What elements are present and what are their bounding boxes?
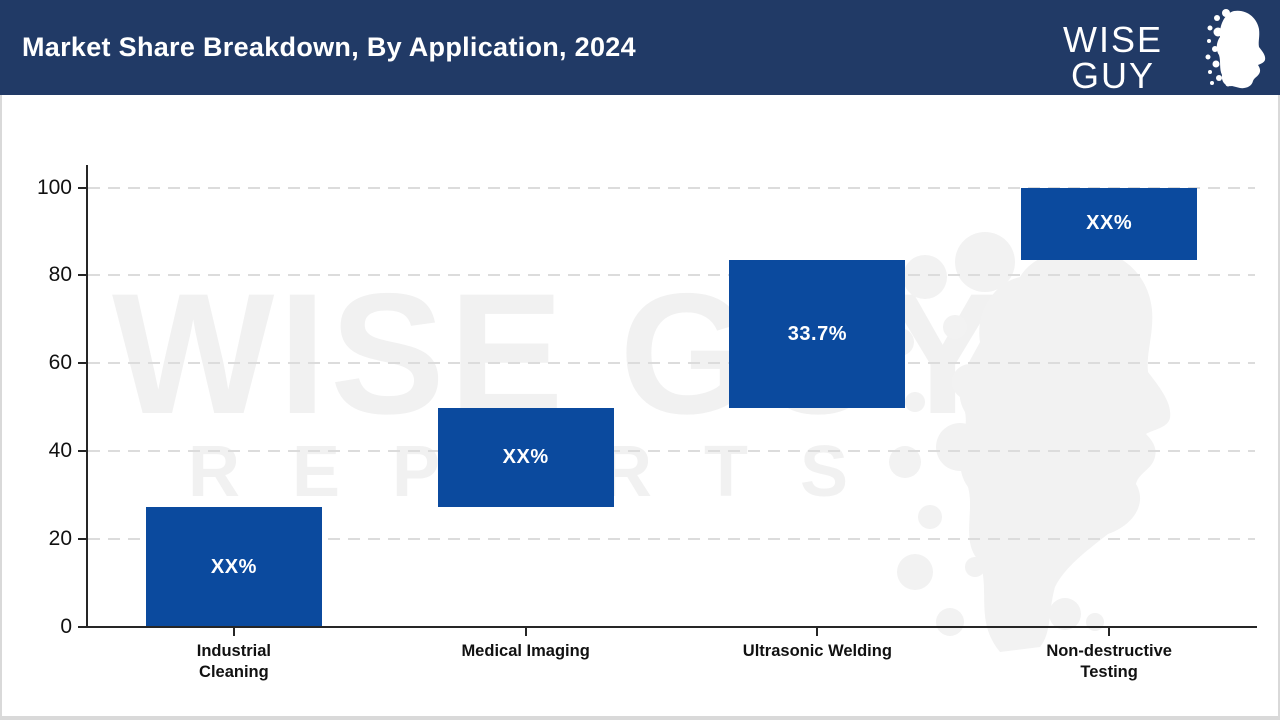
gridline-y100 <box>88 186 1255 189</box>
y-tick-label-80: 80 <box>48 263 72 287</box>
x-tick <box>1108 628 1111 636</box>
x-category-label: Ultrasonic Welding <box>742 642 892 660</box>
page-title: Market Share Breakdown, By Application, … <box>22 32 636 62</box>
x-category-label: Industrial Cleaning <box>196 642 271 682</box>
watermark-head-icon <box>886 228 1171 652</box>
y-tick-label-40: 40 <box>48 439 72 463</box>
gridline-y60 <box>88 362 1255 365</box>
x-tick <box>816 628 819 636</box>
x-category-label: Medical Imaging <box>461 642 590 660</box>
y-tick-100 <box>78 186 86 189</box>
y-tick-40 <box>78 450 86 453</box>
bar-value-label: XX% <box>1086 212 1133 235</box>
x-axis <box>86 626 1257 628</box>
gridline-y40 <box>88 450 1255 453</box>
bar-segment: XX% <box>437 408 614 507</box>
gridline-y80 <box>88 274 1255 277</box>
x-tick <box>232 628 235 636</box>
y-tick-label-100: 100 <box>36 175 72 199</box>
y-tick-60 <box>78 362 86 365</box>
gridline-y20 <box>88 538 1255 541</box>
y-tick-label-60: 60 <box>48 351 72 375</box>
bar-value-label: XX% <box>210 555 257 578</box>
bar-value-label: 33.7% <box>787 322 847 345</box>
y-tick-0 <box>78 626 86 628</box>
y-tick-20 <box>78 538 86 541</box>
wiseguy-logo: WISE GUY REPORTS <box>1026 6 1266 113</box>
bar-value-label: XX% <box>502 446 549 469</box>
y-tick-label-20: 20 <box>48 527 72 551</box>
y-tick-80 <box>78 274 86 277</box>
bar-segment: XX% <box>1021 187 1198 261</box>
bar-segment: XX% <box>145 507 322 627</box>
logo-subtitle: REPORTS <box>1037 97 1193 113</box>
logo-wordmark: WISE GUY <box>1062 19 1163 96</box>
x-tick <box>524 628 527 636</box>
header: Market Share Breakdown, By Application, … <box>0 0 1280 113</box>
bar-segment: 33.7% <box>729 260 906 409</box>
y-axis <box>86 165 88 628</box>
y-tick-label-0: 0 <box>60 615 72 638</box>
x-category-label: Non-destructive Testing <box>1046 642 1172 682</box>
wiseguy-head-icon <box>1205 9 1266 89</box>
logo-text: WISE GUY REPORTS <box>1026 19 1200 114</box>
